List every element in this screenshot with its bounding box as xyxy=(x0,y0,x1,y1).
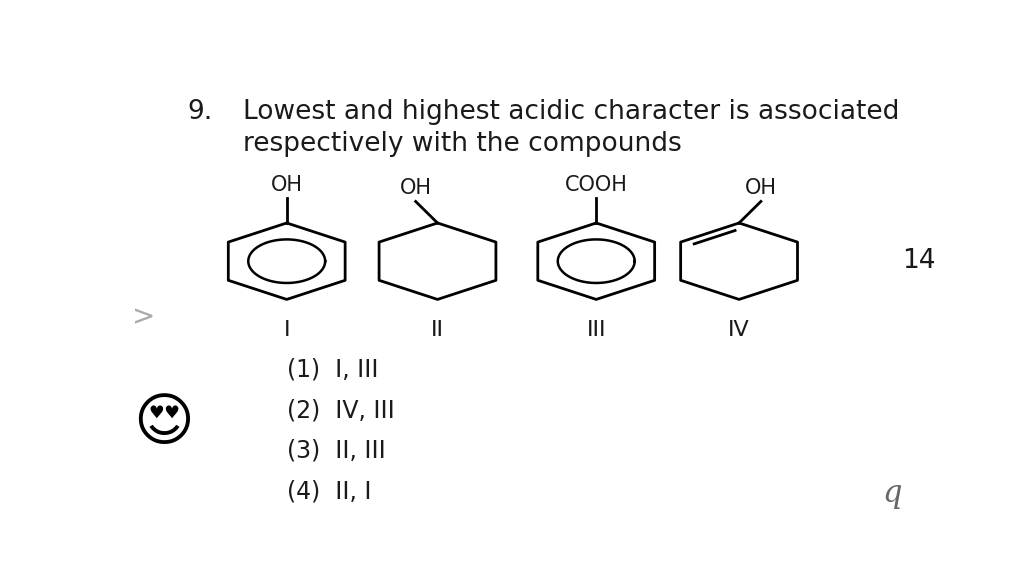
Text: 😍: 😍 xyxy=(133,395,195,451)
Text: Lowest and highest acidic character is associated: Lowest and highest acidic character is a… xyxy=(243,99,899,126)
Text: 9.: 9. xyxy=(187,99,213,126)
Text: OH: OH xyxy=(744,178,777,198)
Text: COOH: COOH xyxy=(565,175,628,194)
Text: respectively with the compounds: respectively with the compounds xyxy=(243,131,682,157)
Text: OH: OH xyxy=(270,175,303,194)
Text: OH: OH xyxy=(399,178,432,198)
Text: q: q xyxy=(883,478,902,509)
Text: >: > xyxy=(132,304,156,331)
Text: III: III xyxy=(587,319,606,340)
Text: (1)  I, III: (1) I, III xyxy=(287,358,378,382)
Text: (2)  IV, III: (2) IV, III xyxy=(287,398,394,422)
Text: 14: 14 xyxy=(902,248,935,274)
Text: (4)  II, I: (4) II, I xyxy=(287,479,372,503)
Text: I: I xyxy=(284,319,290,340)
Text: IV: IV xyxy=(728,319,750,340)
Text: (3)  II, III: (3) II, III xyxy=(287,439,385,463)
Text: II: II xyxy=(431,319,444,340)
